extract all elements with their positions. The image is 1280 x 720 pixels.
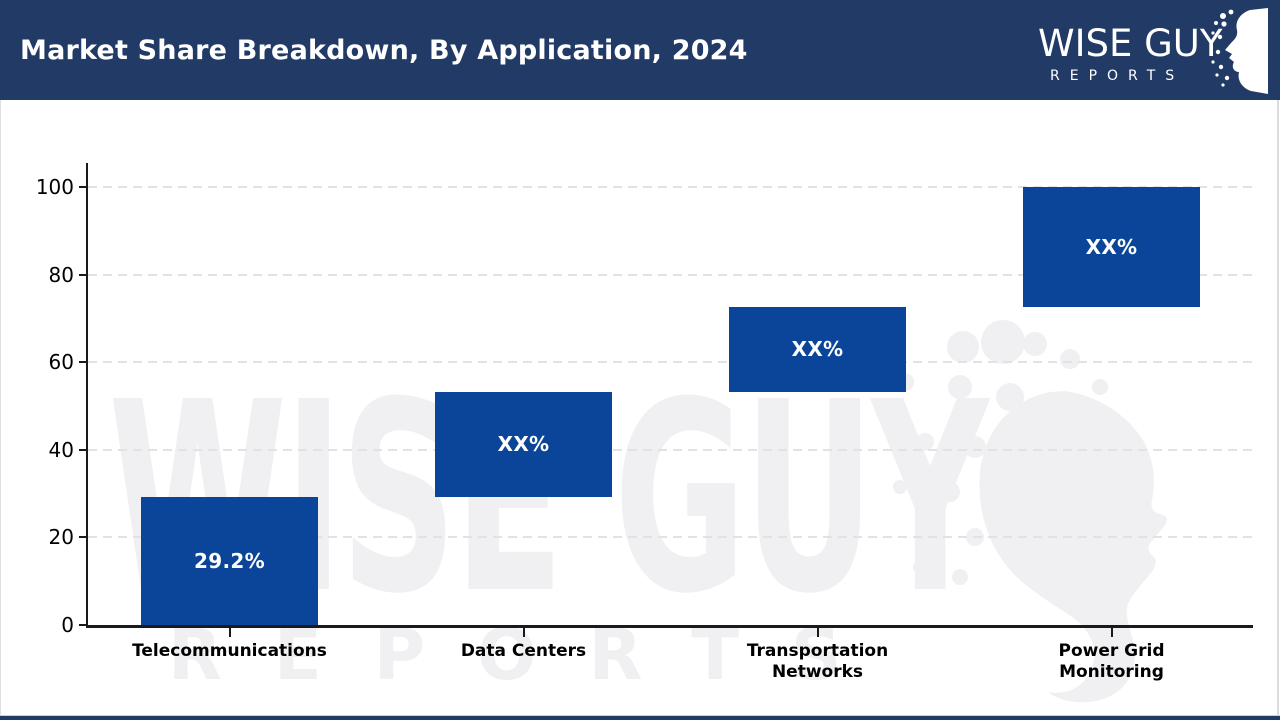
gridline-80 xyxy=(88,273,1253,276)
x-tick xyxy=(1110,628,1113,637)
gridline-40 xyxy=(88,448,1253,451)
y-tick-80 xyxy=(79,273,87,276)
figure-border-left xyxy=(0,100,1,716)
y-tick-label-100: 100 xyxy=(35,175,74,199)
bar-segment: XX% xyxy=(1023,187,1200,308)
y-tick-label-80: 80 xyxy=(48,262,74,287)
bar-value-label: XX% xyxy=(1085,235,1138,260)
x-category-label: Data Centers xyxy=(460,641,587,661)
watermark-face-icon xyxy=(880,320,1168,703)
gridline-60 xyxy=(88,361,1253,364)
y-tick-label-60: 60 xyxy=(48,350,74,375)
x-category-label: Telecommunications xyxy=(132,641,327,661)
x-category-label: Transportation Networks xyxy=(746,641,889,682)
wise-guy-logo: WISE GUY REPORTS xyxy=(1008,6,1270,96)
y-tick-100 xyxy=(79,186,87,188)
bar-value-label: XX% xyxy=(497,432,550,457)
y-tick-20 xyxy=(79,536,87,539)
y-tick-label-40: 40 xyxy=(48,437,74,462)
logo-subtitle: REPORTS xyxy=(1050,68,1185,84)
y-tick-0 xyxy=(79,624,87,626)
page-title: Market Share Breakdown, By Application, … xyxy=(20,34,748,66)
x-tick xyxy=(228,628,231,637)
x-tick xyxy=(522,628,525,637)
figure-border-right xyxy=(1277,100,1279,716)
logo-wordmark: WISE GUY xyxy=(1038,22,1223,65)
y-tick-40 xyxy=(79,448,87,451)
y-axis-spine xyxy=(86,163,88,628)
gridline-100 xyxy=(88,186,1253,188)
bar-segment: 29.2% xyxy=(141,497,318,625)
watermark-subtitle: REPORTS xyxy=(168,614,894,696)
footer-bar xyxy=(0,716,1280,720)
chart-area: WISE GUY REPORTS 0 20 40 60 80 100 29.2% Teleco… xyxy=(0,100,1280,716)
header-bar: Market Share Breakdown, By Application, … xyxy=(0,0,1280,100)
bar-value-label: 29.2% xyxy=(194,549,265,574)
x-tick xyxy=(816,628,819,637)
y-tick-label-20: 20 xyxy=(48,525,74,550)
logo-face-icon xyxy=(1209,8,1268,94)
y-tick-label-0: 0 xyxy=(61,613,74,637)
y-tick-60 xyxy=(79,361,87,364)
bar-segment: XX% xyxy=(435,391,612,498)
gridline-20 xyxy=(88,536,1253,539)
x-axis-spine xyxy=(86,625,1253,628)
x-category-label: Power Grid Monitoring xyxy=(1058,641,1165,682)
bar-value-label: XX% xyxy=(791,337,844,362)
bar-segment: XX% xyxy=(729,307,906,392)
footer-divider xyxy=(0,715,1280,716)
